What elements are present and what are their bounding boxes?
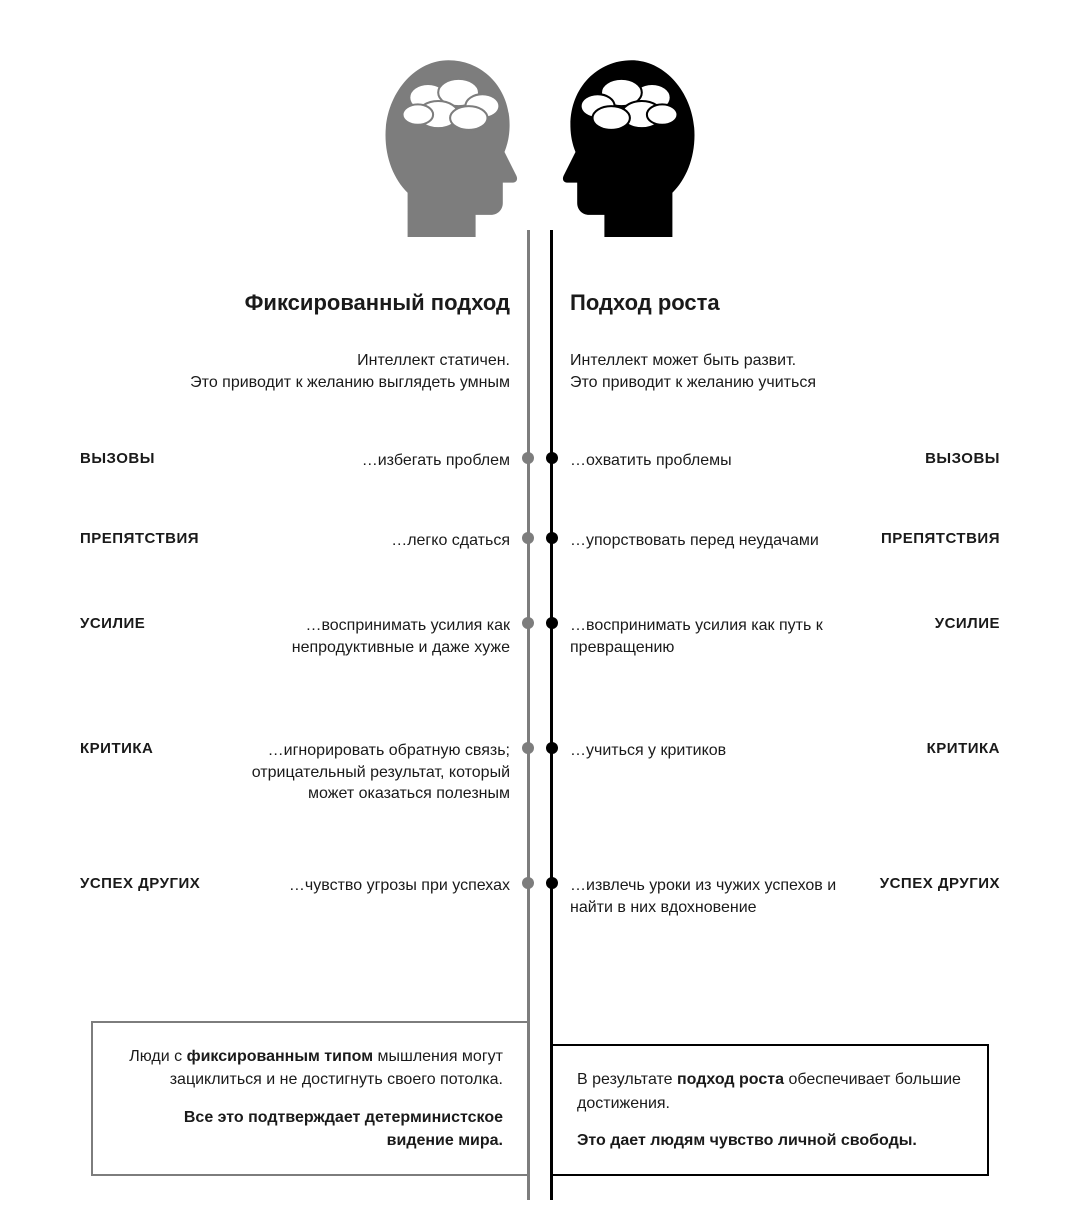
conclusion-box-growth: В результате подход роста обеспечивает б… (551, 1044, 989, 1176)
category-label-right: ПРЕПЯТСТВИЯ (881, 530, 1000, 547)
value-right: …воспринимать усилия как путь к превраще… (570, 615, 850, 658)
dot-right-icon (546, 452, 558, 464)
column-title-fixed: Фиксированный подход (90, 290, 510, 316)
subtitle-fixed-line1: Интеллект статичен. (357, 352, 510, 369)
category-label-left: ПРЕПЯТСТВИЯ (80, 530, 199, 547)
category-label-right: ВЫЗОВЫ (925, 450, 1000, 467)
dot-left-icon (522, 877, 534, 889)
subtitle-fixed: Интеллект статичен. Это приводит к желан… (90, 350, 510, 393)
subtitle-growth: Интеллект может быть развит. Это приводи… (570, 350, 990, 393)
conclusion-fixed-p1: Люди с фиксированным типом мышления могу… (117, 1045, 503, 1091)
value-right: …охватить проблемы (570, 450, 850, 472)
head-growth-icon (550, 50, 720, 242)
subtitle-growth-line2: Это приводит к желанию учиться (570, 374, 816, 391)
dot-right-icon (546, 742, 558, 754)
value-left: …избегать проблем (230, 450, 510, 472)
dot-left-icon (522, 532, 534, 544)
category-label-left: ВЫЗОВЫ (80, 450, 155, 467)
value-right: …упорствовать перед неудачами (570, 530, 850, 552)
dot-right-icon (546, 877, 558, 889)
category-label-right: КРИТИКА (927, 740, 1000, 757)
infographic-container: Фиксированный подход Подход роста Интелл… (80, 50, 1000, 1176)
conclusion-fixed-p2: Все это подтверждает детерминистское вид… (117, 1106, 503, 1152)
dot-left-icon (522, 742, 534, 754)
subtitle-fixed-line2: Это приводит к желанию выглядеть умным (190, 374, 510, 391)
conclusion-growth-p1: В результате подход роста обеспечивает б… (577, 1068, 963, 1114)
dot-right-icon (546, 532, 558, 544)
head-fixed-icon (360, 50, 530, 242)
value-right: …извлечь уроки из чужих успехов и найти … (570, 875, 850, 918)
category-label-left: КРИТИКА (80, 740, 153, 757)
dot-left-icon (522, 617, 534, 629)
conclusion-growth-p2: Это дает людям чувство личной свободы. (577, 1129, 963, 1152)
category-label-right: УСИЛИЕ (935, 615, 1000, 632)
conclusion-box-fixed: Люди с фиксированным типом мышления могу… (91, 1021, 529, 1176)
value-left: …игнорировать обратную связь; отрицатель… (230, 740, 510, 805)
subtitle-growth-line1: Интеллект может быть развит. (570, 352, 796, 369)
dot-right-icon (546, 617, 558, 629)
value-right: …учиться у критиков (570, 740, 850, 762)
value-left: …легко сдаться (230, 530, 510, 552)
dot-left-icon (522, 452, 534, 464)
category-label-right: УСПЕХ ДРУГИХ (880, 875, 1000, 892)
category-label-left: УСИЛИЕ (80, 615, 145, 632)
value-left: …воспринимать усилия как непродуктивные … (230, 615, 510, 658)
column-title-growth: Подход роста (570, 290, 990, 316)
category-label-left: УСПЕХ ДРУГИХ (80, 875, 200, 892)
value-left: …чувство угрозы при успехах (230, 875, 510, 897)
